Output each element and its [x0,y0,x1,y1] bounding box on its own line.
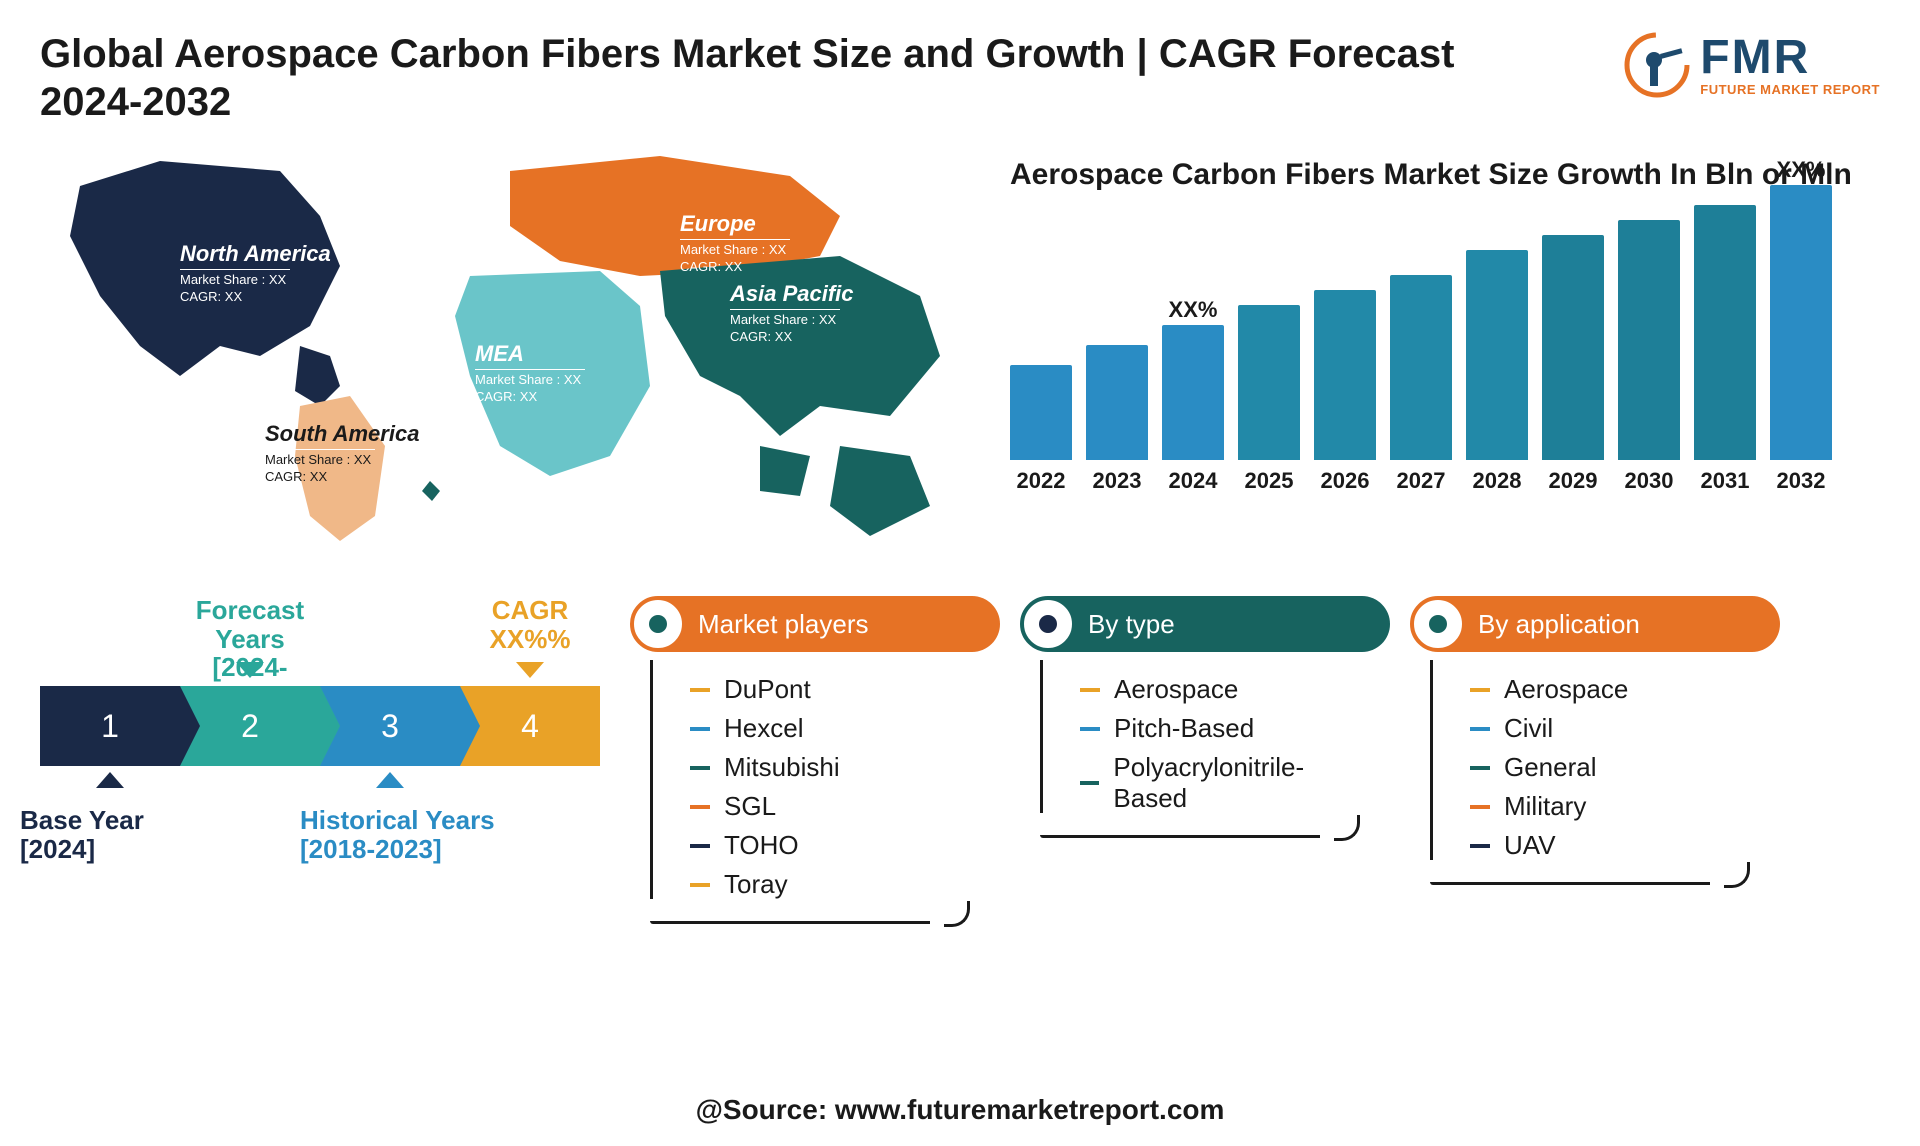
bar-2029: 2029 [1542,235,1604,494]
list-item: General [1470,748,1760,787]
list-item: UAV [1470,826,1760,865]
region-label-europe: EuropeMarket Share : XXCAGR: XX [680,211,790,276]
timeline-top-label: CAGRXX%% [460,596,600,653]
logo-text-sub: FUTURE MARKET REPORT [1700,82,1880,97]
list-item: Mitsubishi [690,748,980,787]
bar-2027: 2027 [1390,275,1452,494]
bar-2031: 2031 [1694,205,1756,494]
category-by-application: By application AerospaceCivilGeneralMili… [1410,596,1780,924]
fmr-logo: FMR FUTURE MARKET REPORT [1622,30,1880,100]
list-item: Military [1470,787,1760,826]
bar-2024: XX%2024 [1162,325,1224,494]
timeline-bottom-label: Historical Years[2018-2023] [300,806,500,863]
region-label-north-america: North AmericaMarket Share : XXCAGR: XX [180,241,331,306]
timeline-bottom-label: Base Year[2024] [20,806,220,863]
list-item: Civil [1470,709,1760,748]
list-item: Pitch-Based [1080,709,1370,748]
list-item: DuPont [690,670,980,709]
list-item: Hexcel [690,709,980,748]
page-title: Global Aerospace Carbon Fibers Market Si… [40,30,1540,126]
logo-icon [1622,30,1692,100]
category-market-players: Market players DuPontHexcelMitsubishiSGL… [630,596,1000,924]
bar-2025: 2025 [1238,305,1300,494]
region-label-south-america: South AmericaMarket Share : XXCAGR: XX [265,421,419,486]
list-item: Polyacrylonitrile-Based [1080,748,1370,818]
list-item: TOHO [690,826,980,865]
timeline-step-4: 4 [460,686,600,766]
list-item: SGL [690,787,980,826]
chart-title: Aerospace Carbon Fibers Market Size Grow… [1010,156,1880,194]
bar-2022: 2022 [1010,365,1072,494]
source-attribution: @Source: www.futuremarketreport.com [696,1094,1225,1126]
timeline-step-2: 2 [180,686,320,766]
category-by-type: By type AerospacePitch-BasedPolyacryloni… [1020,596,1390,924]
list-item: Toray [690,865,980,904]
bar-2026: 2026 [1314,290,1376,494]
timeline-block: Forecast Years[2024-2032]CAGRXX%% 1234 B… [40,596,600,896]
world-map: North AmericaMarket Share : XXCAGR: XX So… [40,146,970,546]
list-item: Aerospace [1470,670,1760,709]
bar-2023: 2023 [1086,345,1148,494]
bar-2030: 2030 [1618,220,1680,494]
bar-2032: XX%2032 [1770,185,1832,494]
logo-text-main: FMR [1700,34,1880,82]
region-label-mea: MEAMarket Share : XXCAGR: XX [475,341,585,406]
timeline-step-3: 3 [320,686,460,766]
list-item: Aerospace [1080,670,1370,709]
bar-chart: Aerospace Carbon Fibers Market Size Grow… [1010,146,1880,546]
timeline-step-1: 1 [40,686,180,766]
region-label-asia-pacific: Asia PacificMarket Share : XXCAGR: XX [730,281,854,346]
bar-2028: 2028 [1466,250,1528,494]
